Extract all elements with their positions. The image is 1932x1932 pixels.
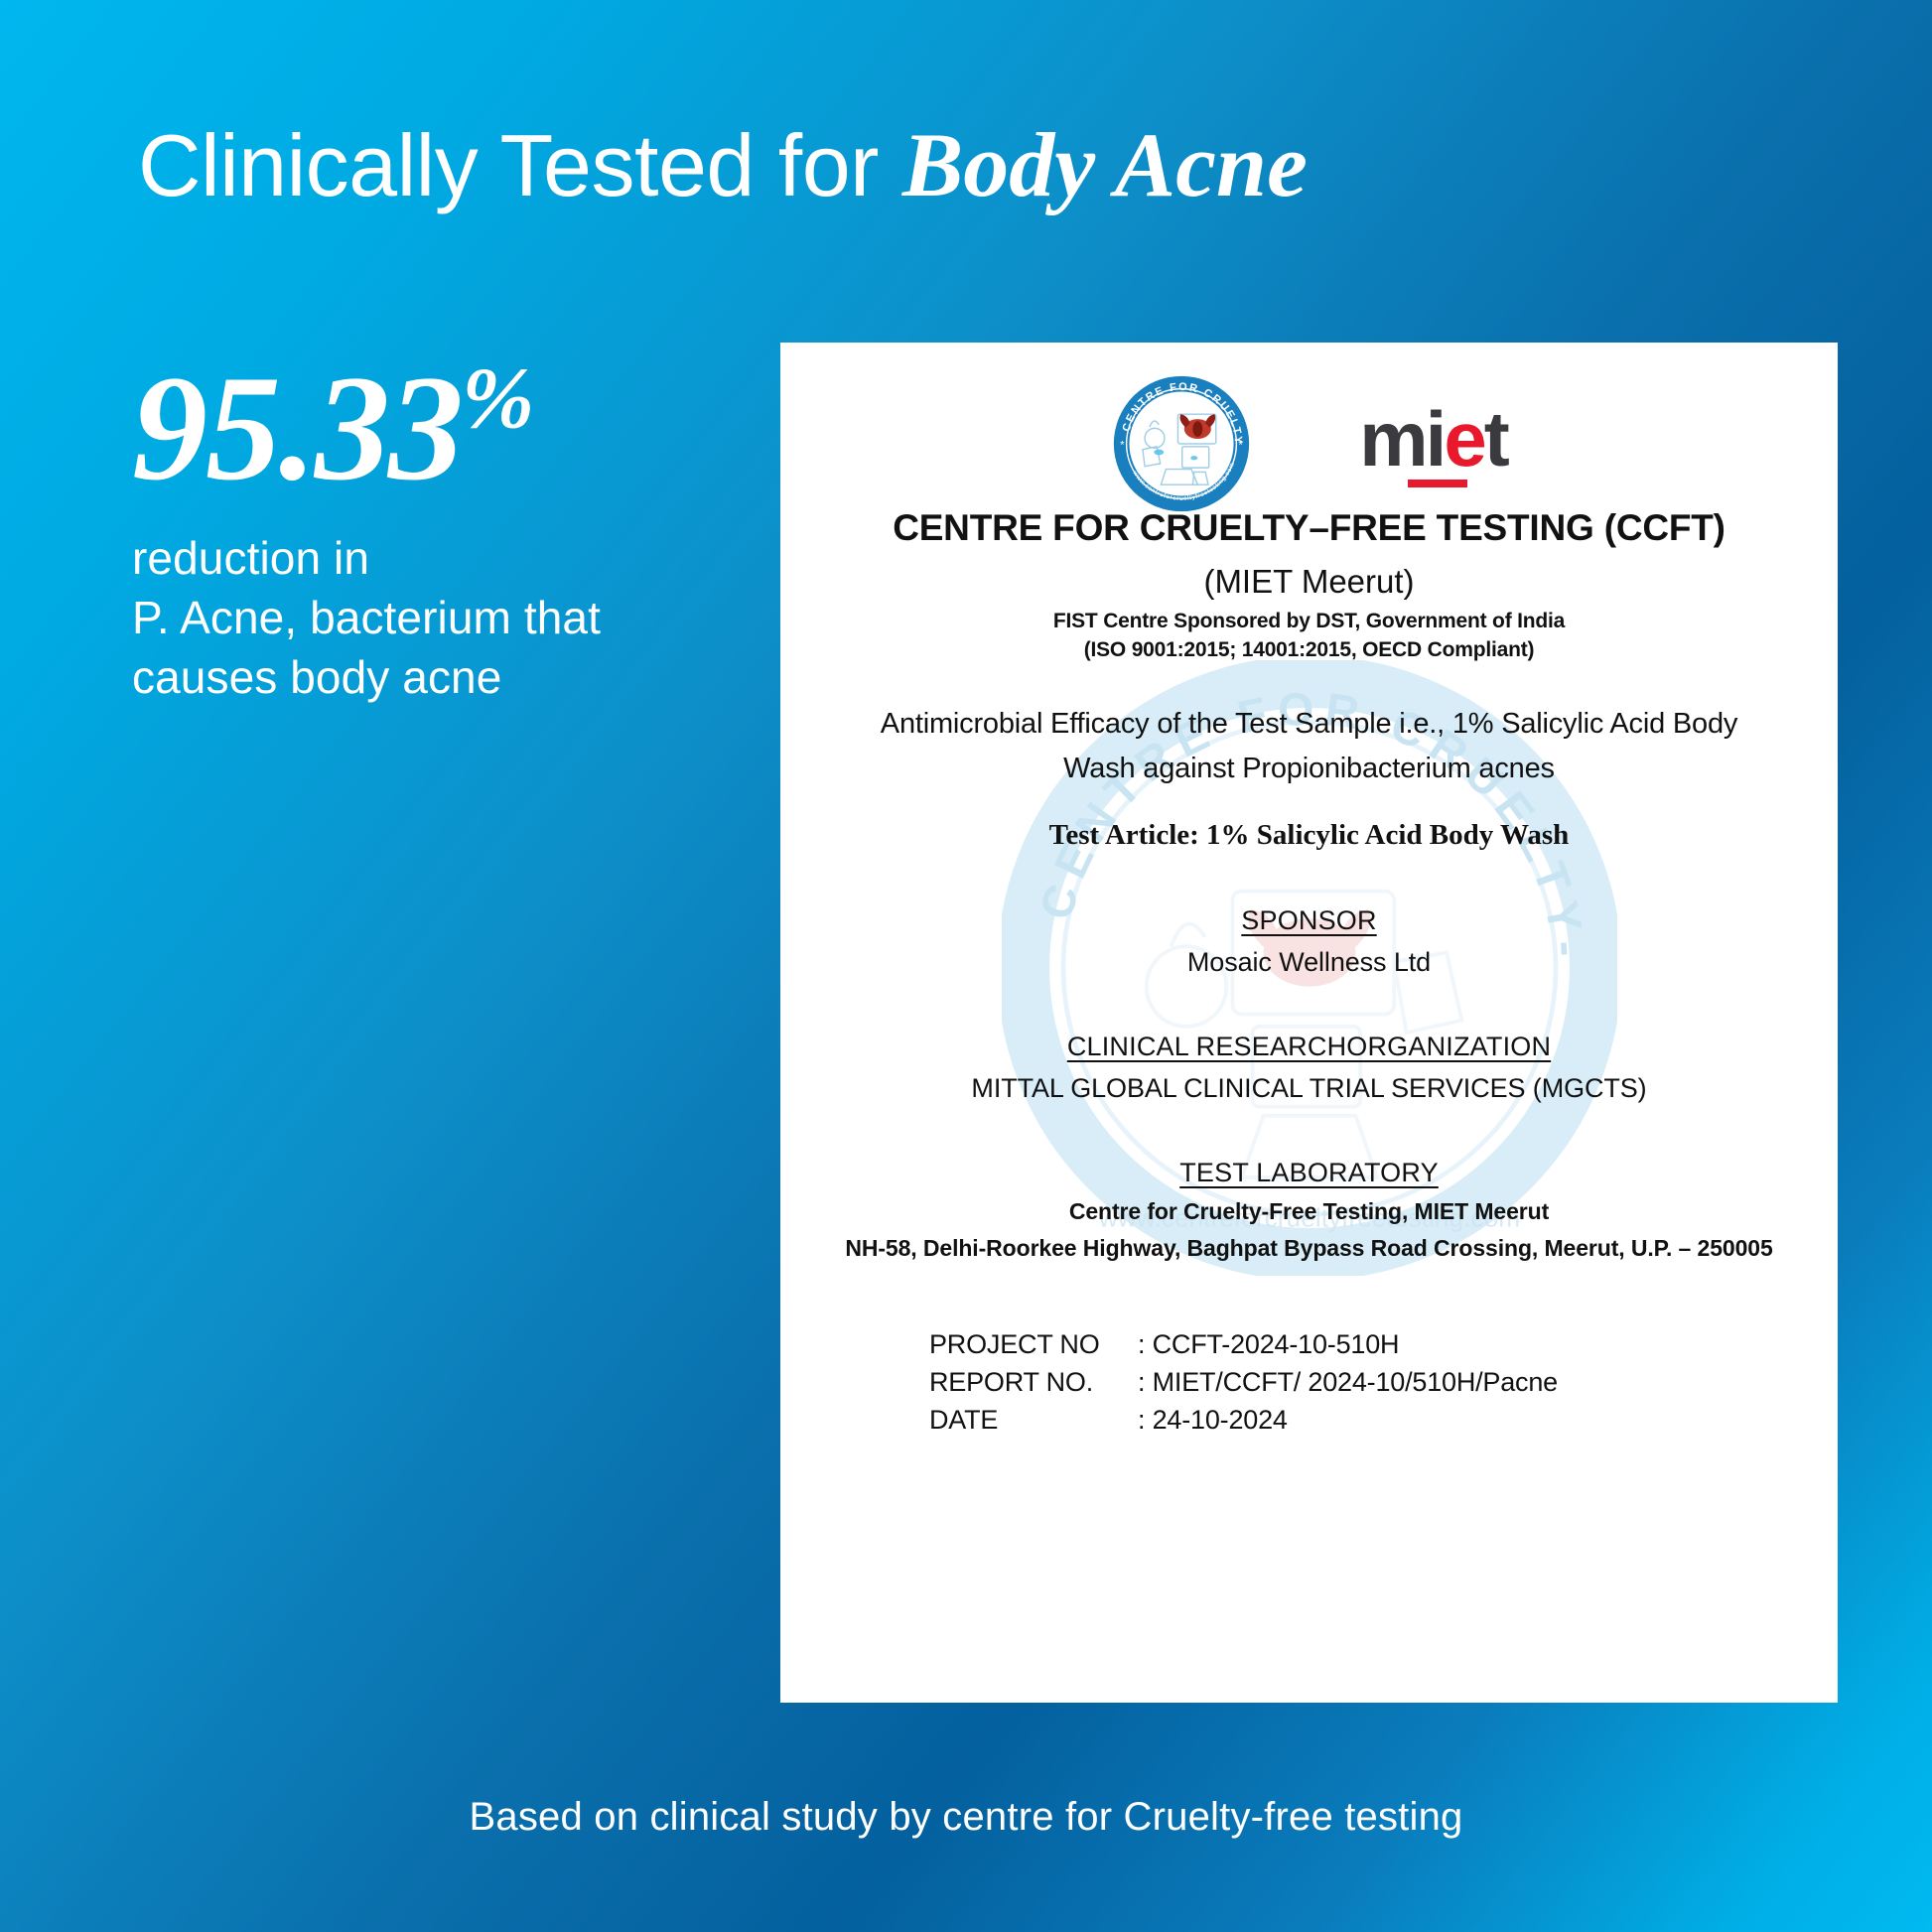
cro-name: MITTAL GLOBAL CLINICAL TRIAL SERVICES (M… [971,1072,1647,1103]
report-no-label: REPORT NO. [929,1366,1094,1397]
organization-iso-line: (ISO 9001:2015; 14001:2015, OECD Complia… [1083,638,1535,661]
headline-emphasis-text: Body Acne [901,114,1308,215]
percent-symbol: % [462,350,534,448]
project-no-value: : CCFT-2024-10-510H [1138,1328,1400,1359]
cro-heading: CLINICAL RESEARCHORGANIZATION [1066,1031,1552,1061]
svg-text:*: * [1239,439,1244,451]
miet-logo-part-3: t [1483,395,1510,483]
miet-logo-underline [1408,480,1467,487]
page-headline: Clinically Tested for Body Acne [138,117,1766,213]
study-title: Antimicrobial Efficacy of the Test Sampl… [780,702,1838,791]
statistic-caption-line-2: P. Acne, bacterium that [132,591,601,643]
test-article-line: Test Article: 1% Salicylic Acid Body Was… [1048,818,1570,851]
headline-plain-text: Clinically Tested for [138,116,902,214]
test-laboratory-address: NH-58, Delhi-Roorkee Highway, Baghpat By… [845,1234,1773,1261]
ccft-seal-icon: CENTRE FOR CRUELTY-FREE TESTING www.cent… [1111,373,1250,512]
report-meta-table: PROJECT NO : CCFT-2024-10-510H REPORT NO… [780,1329,1838,1436]
statistic-block: 95.33% reduction in P. Acne, bacterium t… [132,352,767,707]
statistic-caption-line-1: reduction in [132,532,370,584]
report-no-value: : MIET/CCFT/ 2024-10/510H/Pacne [1138,1366,1558,1397]
statistic-caption: reduction in P. Acne, bacterium that cau… [132,529,767,707]
study-title-line-2: Wash against Propionibacterium acnes [1063,752,1555,784]
certificate-document-card: CENTRE FOR CRUELTY-FREE TESTING www.cent… [780,343,1838,1703]
project-no-label: PROJECT NO [929,1328,1100,1359]
miet-logo: miet [1359,400,1510,487]
date-value: : 24-10-2024 [1138,1404,1288,1435]
statistic-caption-line-3: causes body acne [132,650,502,703]
miet-logo-part-1: mi [1359,395,1447,483]
organization-title: CENTRE FOR CRUELTY–FREE TESTING (CCFT) [893,507,1725,548]
table-row: PROJECT NO : CCFT-2024-10-510H [929,1329,1838,1360]
statistic-number: 95.33 [132,345,464,511]
study-title-line-1: Antimicrobial Efficacy of the Test Sampl… [880,708,1738,740]
sponsor-heading: SPONSOR [1241,904,1377,935]
document-logo-row: CENTRE FOR CRUELTY-FREE TESTING www.cent… [780,343,1838,512]
miet-logo-part-2: e [1444,395,1486,483]
test-laboratory-name: Centre for Cruelty-Free Testing, MIET Me… [1068,1197,1550,1224]
sponsor-name: Mosaic Wellness Ltd [1186,946,1432,977]
table-row: DATE : 24-10-2024 [929,1405,1838,1436]
footnote-text: Based on clinical study by centre for Cr… [469,1795,1463,1839]
svg-text:*: * [1120,439,1125,451]
statistic-value: 95.33% [132,352,767,503]
organization-subtitle: (MIET Meerut) [1203,563,1415,600]
test-laboratory-heading: TEST LABORATORY [1179,1157,1439,1187]
organization-fist-line: FIST Centre Sponsored by DST, Government… [1052,610,1566,632]
date-label: DATE [929,1404,999,1435]
table-row: REPORT NO. : MIET/CCFT/ 2024-10/510H/Pac… [929,1367,1838,1398]
